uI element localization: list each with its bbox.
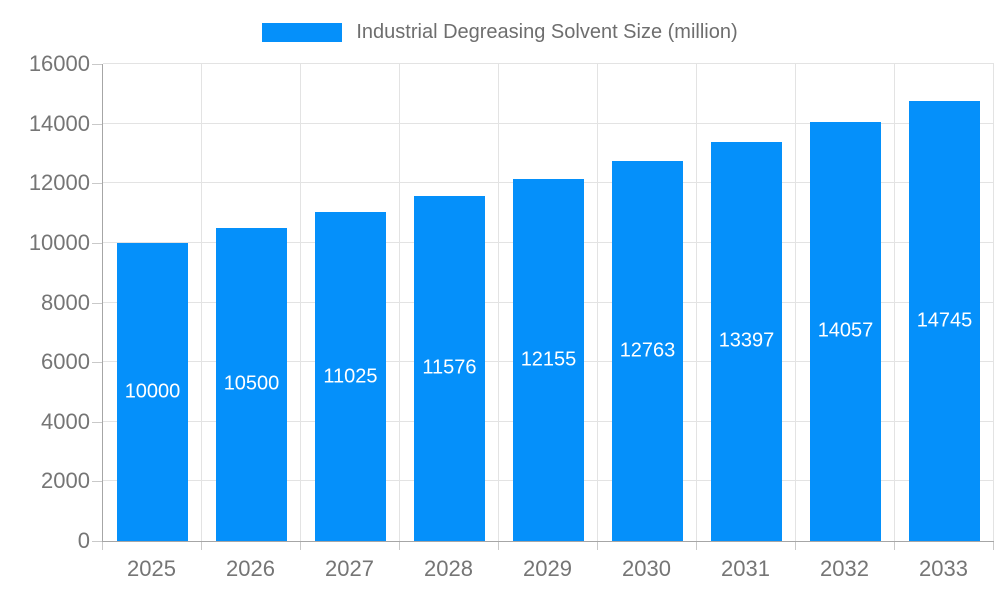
x-tick-label: 2031 (721, 556, 770, 581)
x-axis-tick (102, 542, 103, 550)
x-axis-tick (597, 542, 598, 550)
y-axis-tick (92, 362, 102, 364)
v-gridline (597, 64, 598, 541)
bar-value-label: 13397 (718, 329, 775, 352)
v-gridline (993, 64, 994, 541)
y-tick-label: 10000 (28, 229, 90, 255)
bar[interactable]: 11576 (414, 195, 485, 541)
y-tick-label: 6000 (41, 349, 90, 375)
x-tick-label: 2027 (325, 556, 374, 581)
bar-value-label: 11576 (422, 356, 477, 379)
bar-value-label: 14057 (817, 319, 874, 342)
y-axis-tick (92, 481, 102, 483)
v-gridline (201, 64, 202, 541)
v-gridline (300, 64, 301, 541)
x-axis-tick (696, 542, 697, 550)
v-gridline (795, 64, 796, 541)
bar[interactable]: 13397 (711, 141, 782, 541)
x-tick-label: 2032 (820, 556, 869, 581)
legend-swatch[interactable] (262, 22, 343, 42)
h-gridline (103, 63, 994, 64)
y-axis-tick (92, 541, 102, 542)
y-axis-tick (92, 64, 102, 65)
bar-value-label: 14745 (916, 309, 973, 332)
x-axis-tick (993, 542, 994, 550)
v-gridline (894, 64, 895, 541)
bar[interactable]: 10500 (216, 227, 287, 541)
bar-value-label: 12155 (520, 348, 577, 371)
bar-value-label: 10500 (223, 372, 280, 395)
x-axis-tick (498, 542, 499, 550)
y-axis-tick (92, 242, 102, 244)
legend[interactable]: Industrial Degreasing Solvent Size (mill… (0, 18, 1000, 46)
v-gridline (498, 64, 499, 541)
y-tick-label: 14000 (28, 110, 90, 136)
bar[interactable]: 12155 (513, 178, 584, 541)
bar[interactable]: 11025 (315, 212, 386, 541)
y-tick-label: 0 (77, 528, 90, 553)
x-tick-label: 2026 (226, 556, 275, 581)
x-axis-tick (795, 542, 796, 550)
y-tick-label: 12000 (28, 170, 90, 196)
h-gridline (103, 122, 994, 124)
y-tick-label: 16000 (28, 51, 90, 76)
bar-value-label: 12763 (619, 339, 676, 362)
x-axis-tick (399, 542, 400, 550)
y-axis-tick (92, 183, 102, 185)
x-tick-label: 2033 (919, 556, 968, 581)
legend-label[interactable]: Industrial Degreasing Solvent Size (mill… (356, 20, 738, 43)
v-gridline (696, 64, 697, 541)
x-tick-label: 2025 (127, 556, 176, 581)
x-axis-tick (300, 542, 301, 550)
bar[interactable]: 14745 (909, 101, 980, 541)
y-tick-label: 2000 (41, 468, 90, 494)
x-tick-label: 2030 (622, 556, 671, 581)
y-tick-label: 4000 (41, 408, 90, 434)
y-tick-label: 8000 (41, 289, 90, 315)
plot-area: 10000 10500 11025 11576 12155 12763 13397 14057… (102, 63, 994, 542)
bar[interactable]: 10000 (117, 242, 188, 541)
bar[interactable]: 12763 (612, 160, 683, 541)
bar-value-label: 11025 (323, 365, 378, 388)
x-tick-label: 2029 (523, 556, 572, 581)
x-tick-label: 2028 (424, 556, 473, 581)
y-axis-tick (92, 421, 102, 423)
v-gridline (399, 64, 400, 541)
bar-value-label: 10000 (124, 380, 181, 403)
y-axis-tick (92, 123, 102, 125)
x-axis-tick (201, 542, 202, 550)
x-axis-tick (894, 542, 895, 550)
y-axis-tick (92, 302, 102, 304)
bar[interactable]: 14057 (810, 121, 881, 541)
